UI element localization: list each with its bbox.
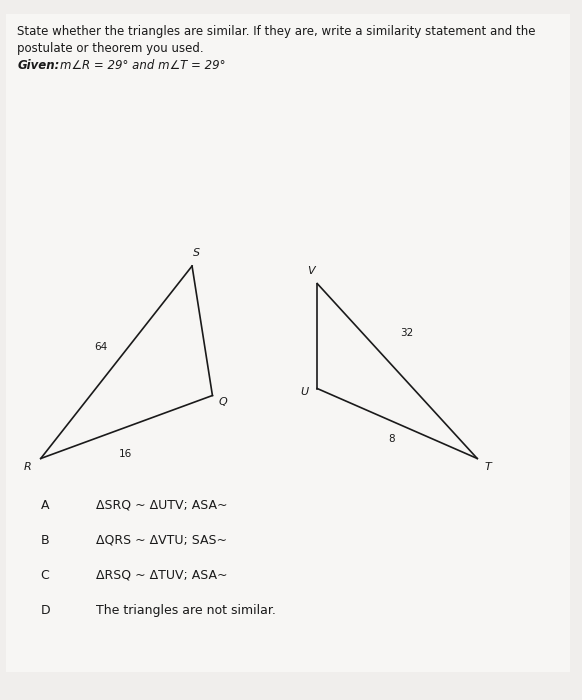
- Text: U: U: [300, 387, 308, 397]
- Text: B: B: [41, 534, 49, 547]
- Text: Given:: Given:: [17, 59, 60, 72]
- Text: postulate or theorem you used.: postulate or theorem you used.: [17, 42, 204, 55]
- Text: ΔRSQ ~ ΔTUV; ASA~: ΔRSQ ~ ΔTUV; ASA~: [96, 569, 228, 582]
- Text: T: T: [484, 462, 491, 472]
- Text: 8: 8: [388, 434, 395, 444]
- Text: Q: Q: [218, 398, 228, 407]
- Text: ΔQRS ~ ΔVTU; SAS~: ΔQRS ~ ΔVTU; SAS~: [96, 534, 227, 547]
- Text: The triangles are not similar.: The triangles are not similar.: [96, 604, 276, 617]
- Text: V: V: [307, 266, 315, 276]
- FancyBboxPatch shape: [6, 14, 570, 672]
- Text: 16: 16: [119, 449, 132, 459]
- Text: 32: 32: [400, 328, 414, 337]
- Text: R: R: [24, 462, 32, 472]
- Text: 64: 64: [94, 342, 108, 351]
- Text: m∠R = 29° and m∠T = 29°: m∠R = 29° and m∠T = 29°: [60, 59, 225, 72]
- Text: State whether the triangles are similar. If they are, write a similarity stateme: State whether the triangles are similar.…: [17, 25, 536, 38]
- Text: ΔSRQ ~ ΔUTV; ASA~: ΔSRQ ~ ΔUTV; ASA~: [96, 499, 228, 512]
- Text: C: C: [41, 569, 49, 582]
- Text: A: A: [41, 499, 49, 512]
- Text: D: D: [41, 604, 51, 617]
- Text: S: S: [193, 248, 200, 258]
